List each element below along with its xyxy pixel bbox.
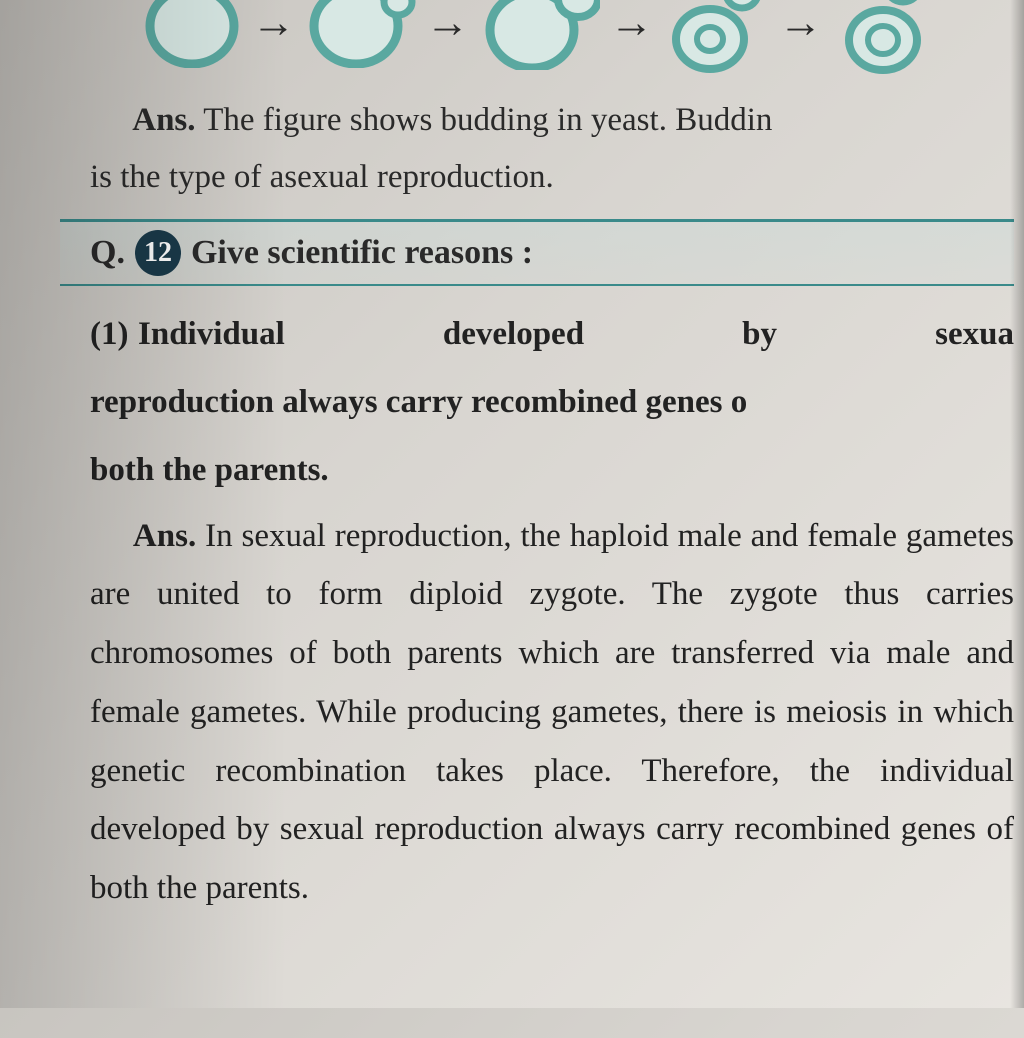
subq-w3: by (742, 306, 777, 362)
arrow-icon: → (777, 0, 825, 48)
yeast-stage-5 (833, 0, 933, 75)
ans-label: Ans. (132, 102, 195, 138)
arrow-icon: → (424, 0, 472, 48)
intro-line-1: The figure shows budding in yeast. Buddi… (203, 102, 772, 138)
answer-text: In sexual reproduction, the haploid male… (90, 518, 1014, 906)
yeast-stage-3 (480, 0, 600, 70)
ans-label: Ans. (133, 518, 196, 554)
question-header: Q. 12 Give scientific reasons : (60, 219, 1014, 286)
page-right-edge (1010, 0, 1024, 1008)
subq-number: (1) (90, 306, 138, 362)
sub-question-line2: reproduction always carry recombined gen… (60, 368, 1014, 436)
answer-body: Ans. In sexual reproduction, the haploid… (60, 505, 1014, 918)
q-label: Q. (90, 234, 125, 272)
arrow-icon: → (250, 0, 298, 48)
arrow-icon: → (608, 0, 656, 48)
budding-diagram: → → → → (60, 0, 1014, 95)
yeast-stage-2 (306, 0, 416, 68)
question-number-badge: 12 (135, 230, 181, 276)
subq-w2: developed (443, 306, 584, 362)
intro-line-2: is the type of asexual reproduction. (60, 152, 1014, 209)
textbook-page: → → → → (0, 0, 1024, 918)
subq-w1: Individual (138, 316, 285, 352)
sub-question-line3: both the parents. (60, 436, 1014, 504)
question-text: Give scientific reasons : (191, 234, 533, 272)
yeast-stage-4 (664, 0, 769, 73)
subq-w4: sexua (935, 306, 1014, 362)
sub-question: (1)Individual developed by sexua (60, 300, 1014, 368)
intro-answer: Ans. The figure shows budding in yeast. … (60, 95, 1014, 152)
yeast-stage-1 (142, 0, 242, 68)
